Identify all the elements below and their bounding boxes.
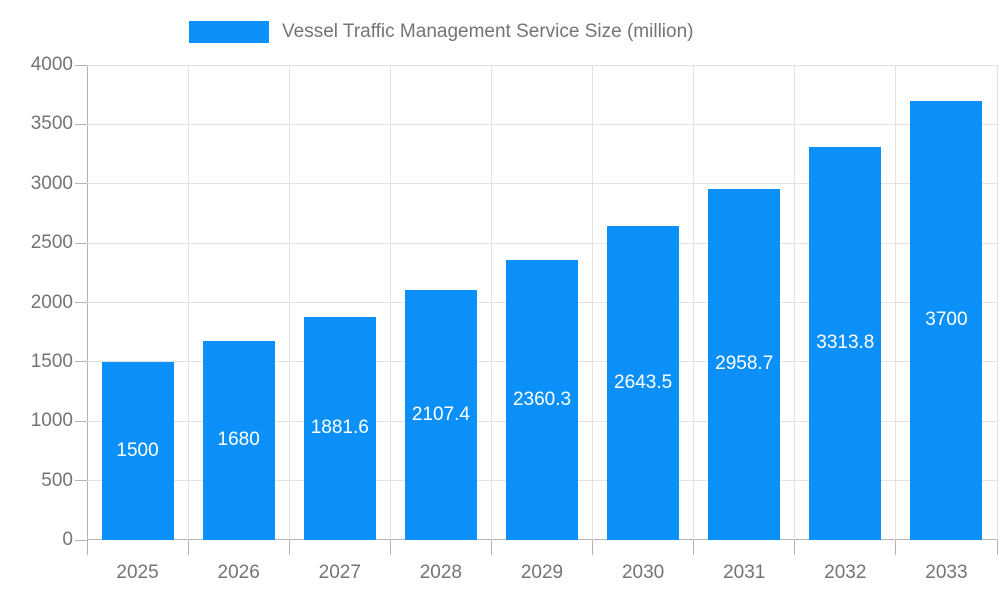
x-axis-tick-label: 2029 bbox=[520, 562, 564, 583]
legend-swatch bbox=[189, 21, 269, 43]
gridline-vertical bbox=[490, 65, 492, 540]
plot-area: 1500 1680 1881.6 2107.4 2360.3 2643.5 2958.7 33… bbox=[75, 64, 998, 555]
x-axis-tick-label: 2028 bbox=[419, 562, 463, 583]
bar-value-label: 1881.6 bbox=[310, 417, 369, 439]
x-axis-tick-label: 2030 bbox=[621, 562, 665, 583]
y-axis-tick-label: 1000 bbox=[30, 410, 73, 432]
bar-2027[interactable]: 1881.6 bbox=[303, 316, 376, 540]
y-tick-mark bbox=[75, 361, 87, 363]
gridline-vertical bbox=[187, 65, 189, 540]
x-axis-tick-label: 2032 bbox=[824, 562, 867, 583]
y-tick-mark bbox=[75, 420, 87, 422]
x-tick-mark bbox=[592, 540, 594, 555]
x-axis-tick-label: 2027 bbox=[318, 562, 361, 583]
y-tick-mark bbox=[75, 480, 87, 482]
x-tick-mark bbox=[389, 540, 391, 555]
y-tick-mark bbox=[75, 183, 87, 185]
y-axis-tick-label: 3000 bbox=[30, 172, 73, 194]
bar-value-label: 2643.5 bbox=[614, 372, 673, 394]
bar-value-label: 3700 bbox=[925, 309, 968, 331]
bar-2033[interactable]: 3700 bbox=[910, 100, 983, 540]
y-tick-mark bbox=[75, 123, 87, 125]
legend[interactable]: Vessel Traffic Management Service Size (… bbox=[189, 21, 693, 43]
x-tick-mark bbox=[895, 540, 897, 555]
y-tick-mark bbox=[75, 242, 87, 244]
bar-value-label: 2360.3 bbox=[512, 388, 572, 410]
bar-2032[interactable]: 3313.8 bbox=[809, 146, 882, 540]
y-axis-tick-label: 2000 bbox=[30, 291, 73, 313]
gridline-vertical bbox=[996, 65, 998, 540]
gridline-vertical bbox=[895, 65, 897, 540]
gridline-vertical bbox=[693, 65, 695, 540]
bar-value-label: 3313.8 bbox=[816, 332, 875, 354]
bar-2025[interactable]: 1500 bbox=[101, 361, 174, 540]
bar-value-label: 2107.4 bbox=[411, 403, 470, 425]
legend-label: Vessel Traffic Management Service Size (… bbox=[282, 21, 694, 42]
x-tick-mark bbox=[490, 540, 492, 555]
gridline-vertical bbox=[389, 65, 391, 540]
bar-2030[interactable]: 2643.5 bbox=[607, 226, 680, 540]
gridline-horizontal bbox=[87, 183, 997, 185]
x-axis-tick-label: 2033 bbox=[925, 562, 968, 583]
x-tick-mark bbox=[693, 540, 695, 555]
y-axis-tick-label: 1500 bbox=[30, 350, 73, 372]
y-tick-mark bbox=[75, 539, 87, 541]
x-axis-tick-label: 2031 bbox=[723, 562, 766, 583]
y-axis-labels: 0 500 1000 1500 2000 2500 3000 3500 4000 bbox=[0, 54, 73, 550]
x-tick-mark bbox=[86, 540, 88, 555]
x-tick-mark bbox=[794, 540, 796, 555]
bar-value-label: 1500 bbox=[116, 439, 159, 461]
x-axis-tick-label: 2025 bbox=[116, 562, 159, 583]
y-tick-mark bbox=[75, 64, 87, 66]
gridline-horizontal bbox=[87, 242, 997, 244]
bar-value-label: 1680 bbox=[217, 429, 260, 451]
y-axis-tick-label: 0 bbox=[62, 529, 73, 550]
gridline-horizontal bbox=[87, 64, 997, 66]
x-axis-tick-label: 2026 bbox=[217, 562, 260, 583]
x-tick-mark bbox=[996, 540, 998, 555]
gridline-horizontal bbox=[87, 123, 997, 125]
gridline-vertical bbox=[794, 65, 796, 540]
bar-2031[interactable]: 2958.7 bbox=[708, 188, 781, 540]
gridline-vertical bbox=[592, 65, 594, 540]
y-axis-tick-label: 2500 bbox=[30, 232, 73, 254]
y-axis-tick-label: 3500 bbox=[30, 113, 73, 135]
x-tick-mark bbox=[288, 540, 290, 555]
y-tick-mark bbox=[75, 302, 87, 303]
bar-2028[interactable]: 2107.4 bbox=[404, 289, 477, 540]
y-axis-tick-label: 4000 bbox=[30, 54, 73, 75]
bar-2026[interactable]: 1680 bbox=[202, 340, 275, 540]
x-axis-labels: 2025 2026 2027 2028 2029 2030 2031 2032 2033 bbox=[87, 561, 997, 585]
gridline-vertical bbox=[288, 65, 290, 540]
x-tick-mark bbox=[187, 540, 189, 555]
y-axis-tick-label: 500 bbox=[41, 469, 73, 491]
bar-2029[interactable]: 2360.3 bbox=[506, 259, 578, 540]
bar-value-label: 2958.7 bbox=[715, 353, 774, 375]
